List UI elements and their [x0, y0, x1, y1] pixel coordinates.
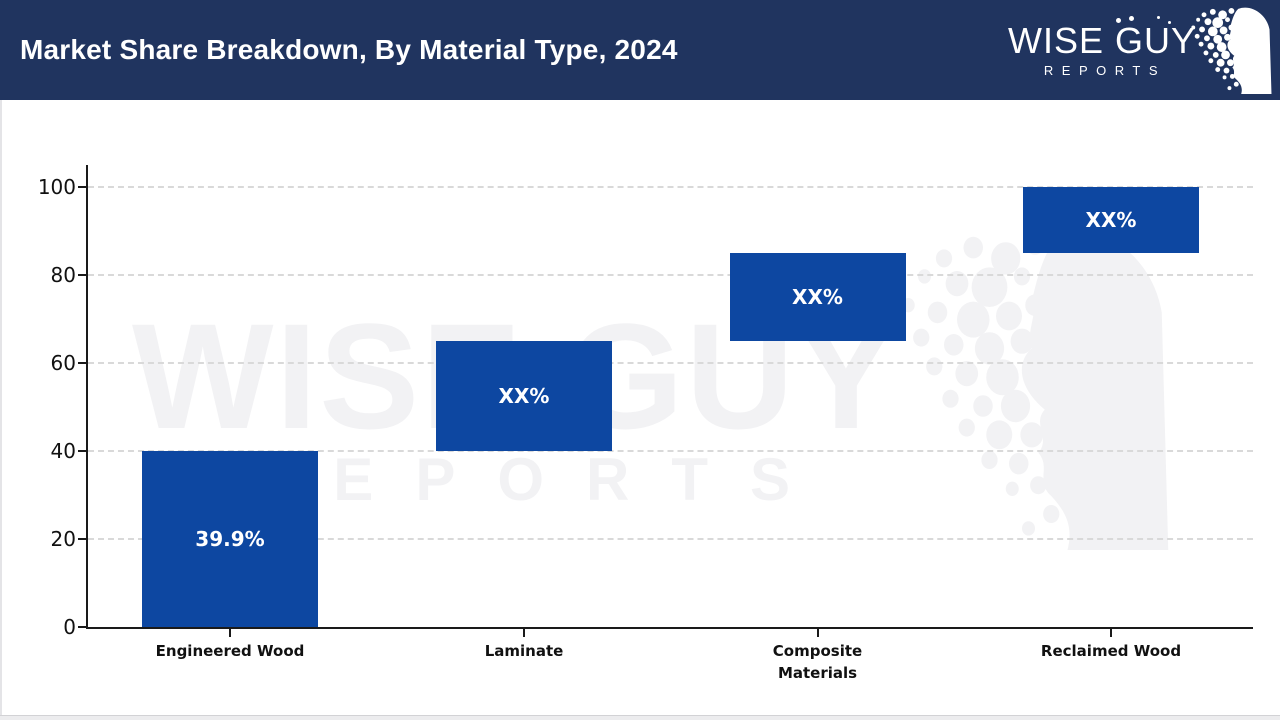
x-category-label-engineered-wood: Engineered Wood	[155, 642, 305, 660]
y-tick-mark	[78, 626, 86, 628]
y-axis-line	[86, 165, 88, 629]
x-category-label-reclaimed-wood: Reclaimed Wood	[1040, 642, 1182, 660]
y-axis-tick-label: 20	[50, 527, 76, 551]
y-axis-tick-label: 40	[50, 439, 76, 463]
x-tick-mark	[523, 629, 525, 637]
bar-composite-materials: XX%	[729, 253, 906, 342]
logo-accent-dots-icon	[1115, 17, 1121, 23]
brand-name: WISE GUY	[1007, 19, 1196, 61]
y-axis-tick-label: 80	[50, 263, 76, 287]
bar-value-label-composite-materials: XX%	[792, 285, 843, 310]
gridline	[88, 450, 1253, 452]
gridline	[88, 186, 1253, 188]
x-tick-mark	[1110, 629, 1112, 637]
page-title: Market Share Breakdown, By Material Type…	[20, 34, 678, 65]
x-tick-mark	[229, 629, 231, 637]
gridline	[88, 274, 1253, 276]
x-category-label-composite-materials: Composite Materials	[772, 642, 863, 682]
y-axis-tick-label: 100	[37, 175, 76, 199]
bar-reclaimed-wood: XX%	[1023, 187, 1199, 253]
plot: 0 20 40 60 80 100 39.9% Engineered Wood XX% Lamin…	[0, 100, 1280, 720]
chart-area: WISE GUY REPORTS 0 20 40 60 80 100 39.9% Engine…	[0, 100, 1280, 720]
footer-strip	[0, 715, 1280, 720]
x-category-label-laminate: Laminate	[484, 642, 564, 660]
y-tick-mark	[78, 186, 86, 188]
bar-value-label-laminate: XX%	[498, 384, 550, 409]
y-axis-tick-label: 0	[63, 615, 76, 639]
y-tick-mark	[78, 538, 86, 540]
bar-value-label-engineered-wood: 39.9%	[195, 527, 265, 552]
y-tick-mark	[78, 274, 86, 276]
y-tick-mark	[78, 450, 86, 452]
gridline	[88, 538, 1253, 540]
y-axis-tick-label: 60	[50, 351, 76, 375]
brand-logo-text: WISE GUY REPORTS	[1007, 17, 1196, 78]
brand-logo: WISE GUY REPORTS	[1008, 5, 1274, 95]
brand-subname: REPORTS	[1043, 62, 1167, 78]
header: Market Share Breakdown, By Material Type…	[0, 0, 1280, 100]
x-axis-line	[86, 627, 1253, 629]
x-tick-mark	[816, 629, 819, 637]
bar-engineered-wood: 39.9%	[142, 451, 318, 627]
bar-value-label-reclaimed-wood: XX%	[1085, 208, 1137, 232]
y-tick-mark	[78, 362, 86, 364]
gridline	[88, 362, 1253, 364]
bar-laminate: XX%	[436, 341, 612, 452]
